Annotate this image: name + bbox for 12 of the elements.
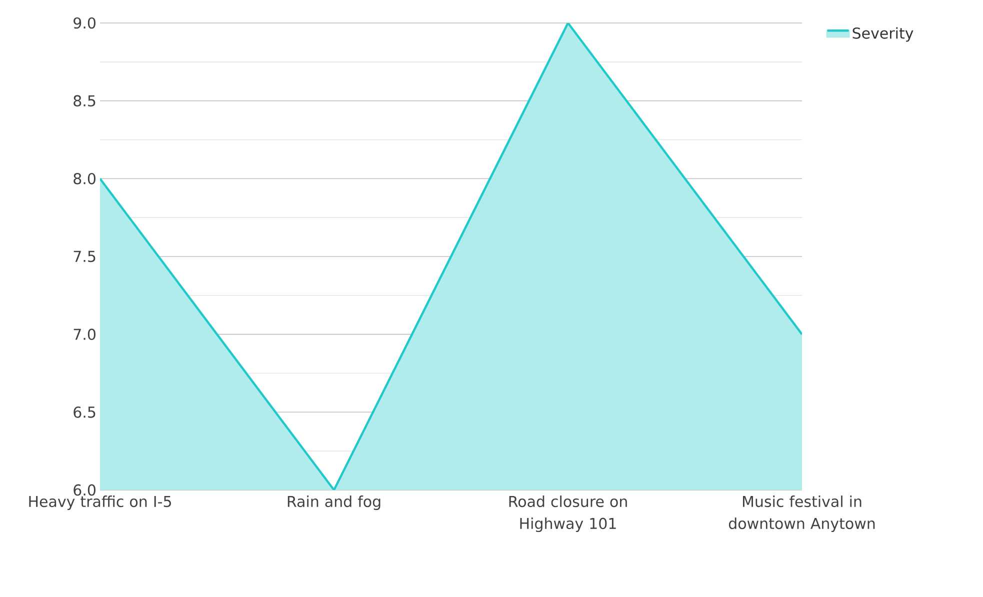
y-tick-label: 6.0: [74, 484, 96, 496]
y-tick-label: 7.5: [74, 250, 96, 262]
x-tick-label: Music festival in downtown Anytown: [728, 496, 875, 532]
y-tick-label: 8.5: [74, 95, 96, 107]
y-tick-label: 7.0: [74, 328, 96, 340]
y-tick-label: 9.0: [74, 17, 96, 29]
x-tick-label: Heavy traffic on I-5: [29, 496, 171, 510]
x-tick-label: Rain and fog: [288, 496, 380, 510]
legend-label: Severity: [852, 27, 914, 42]
y-tick-label: 6.5: [74, 406, 96, 418]
y-tick-label: 8.0: [74, 172, 96, 184]
x-tick-label: Road closure on Highway 101: [509, 496, 627, 532]
